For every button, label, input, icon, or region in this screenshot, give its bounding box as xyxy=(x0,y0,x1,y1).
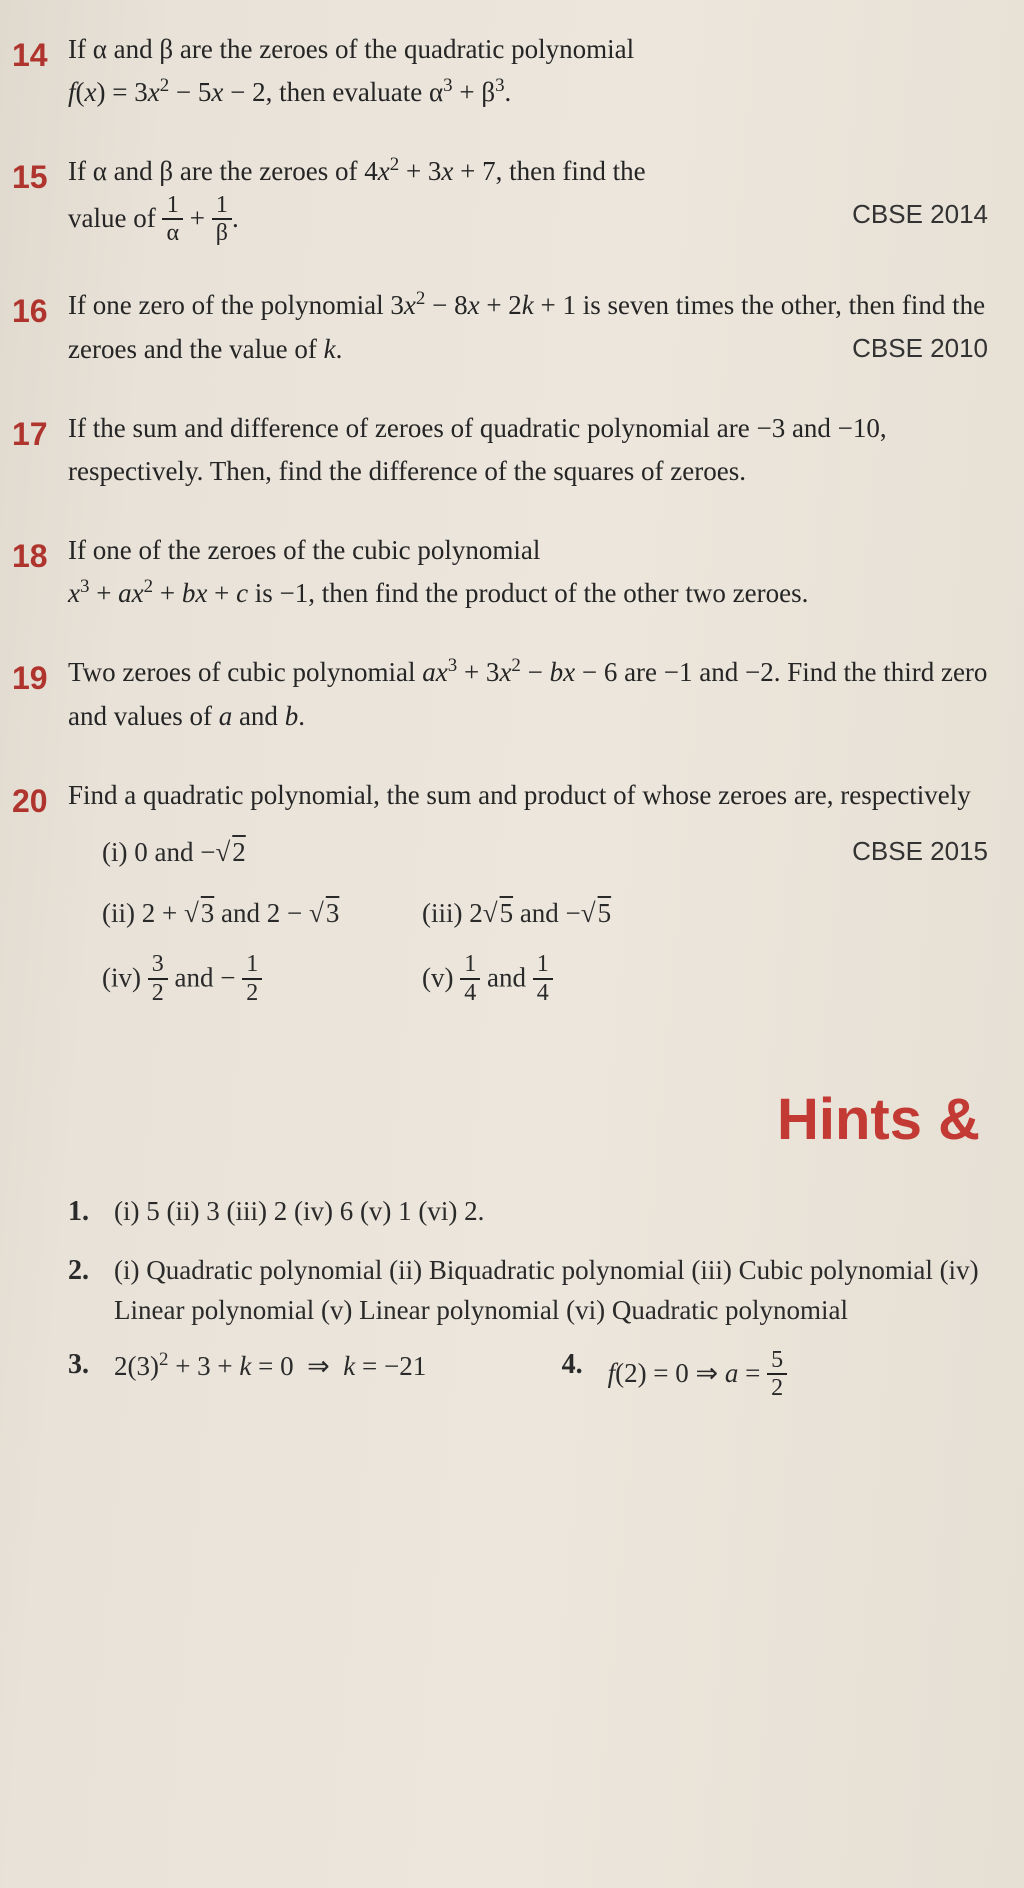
hint-text-1: (i) 5 (ii) 3 (iii) 2 (iv) 6 (v) 1 (vi) 2… xyxy=(114,1196,484,1226)
qnum-16: 16 xyxy=(12,286,48,337)
qnum-18: 18 xyxy=(12,531,48,582)
hint-4: 4. f(2) = 0 ⇒ a = 52 xyxy=(562,1349,988,1404)
source-15: CBSE 2014 xyxy=(852,194,988,236)
question-18: 18 If one of the zeroes of the cubic pol… xyxy=(68,529,988,615)
hint-num-3: 3. xyxy=(68,1349,89,1381)
question-16: 16 If one zero of the polynomial 3x2 − 8… xyxy=(68,284,988,370)
q20-ii: (ii) 2 + √3 and 2 − √3 xyxy=(102,892,362,935)
q20-iv: (iv) 32 and − 12 xyxy=(102,953,362,1008)
q20-v: (v) 14 and 14 xyxy=(422,953,722,1008)
source-20: CBSE 2015 xyxy=(852,831,988,882)
qtext-15: If α and β are the zeroes of 4x2 + 3x + … xyxy=(68,156,646,233)
qnum-14: 14 xyxy=(12,30,48,81)
hint-text-2: (i) Quadratic polynomial (ii) Biquadrati… xyxy=(114,1255,979,1326)
qnum-20: 20 xyxy=(12,776,48,827)
qtext-14: If α and β are the zeroes of the quadrat… xyxy=(68,34,634,107)
hint-num-4: 4. xyxy=(562,1349,583,1381)
qtext-16: If one zero of the polynomial 3x2 − 8x +… xyxy=(68,290,985,363)
qnum-19: 19 xyxy=(12,653,48,704)
qtext-19: Two zeroes of cubic polynomial ax3 + 3x2… xyxy=(68,657,987,730)
qnum-17: 17 xyxy=(12,409,48,460)
hint-2: 2. (i) Quadratic polynomial (ii) Biquadr… xyxy=(68,1250,988,1331)
question-14: 14 If α and β are the zeroes of the quad… xyxy=(68,28,988,114)
hint-1: 1. (i) 5 (ii) 3 (iii) 2 (iv) 6 (v) 1 (vi… xyxy=(68,1191,988,1232)
qtext-18: If one of the zeroes of the cubic polyno… xyxy=(68,535,808,608)
hint-num-1: 1. xyxy=(68,1191,89,1233)
q20-sublist: (i) 0 and −√2 CBSE 2015 (ii) 2 + √3 and … xyxy=(68,831,988,1016)
hint-num-2: 2. xyxy=(68,1250,89,1292)
q20-iii: (iii) 2√5 and −√5 xyxy=(422,892,722,935)
question-15: 15 If α and β are the zeroes of 4x2 + 3x… xyxy=(68,150,988,248)
hint-text-4: f(2) = 0 ⇒ a = 52 xyxy=(608,1358,788,1388)
hints-title: Hints & xyxy=(68,1086,980,1153)
q20-i: (i) 0 and −√2 xyxy=(102,831,402,874)
source-16: CBSE 2010 xyxy=(852,328,988,370)
qtext-20: Find a quadratic polynomial, the sum and… xyxy=(68,780,971,810)
hint-34-row: 3. 2(3)2 + 3 + k = 0 ⇒ k = −21 4. f(2) =… xyxy=(68,1349,988,1404)
qnum-15: 15 xyxy=(12,152,48,203)
qtext-17: If the sum and difference of zeroes of q… xyxy=(68,413,887,486)
hint-text-3: 2(3)2 + 3 + k = 0 ⇒ k = −21 xyxy=(114,1351,426,1381)
hint-3: 3. 2(3)2 + 3 + k = 0 ⇒ k = −21 xyxy=(68,1349,562,1404)
question-20: 20 Find a quadratic polynomial, the sum … xyxy=(68,774,988,1016)
question-17: 17 If the sum and difference of zeroes o… xyxy=(68,407,988,493)
question-19: 19 Two zeroes of cubic polynomial ax3 + … xyxy=(68,651,988,737)
